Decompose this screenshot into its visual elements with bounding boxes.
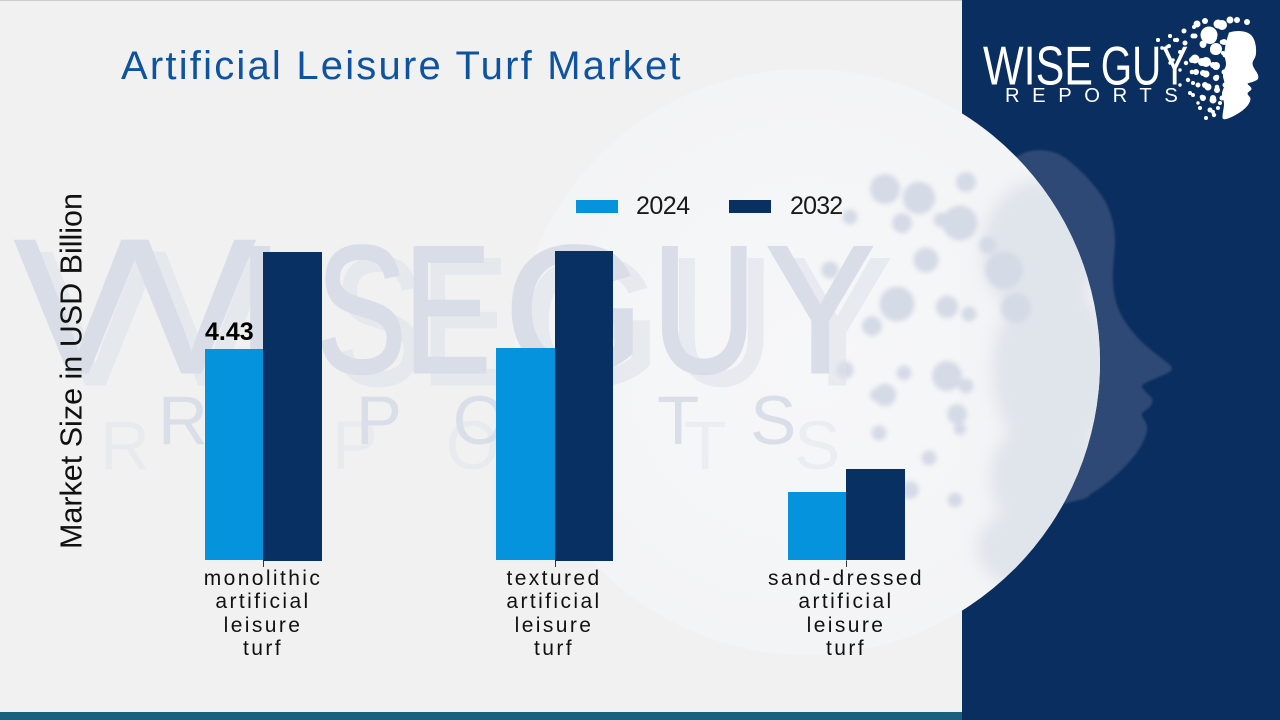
svg-text:V: V — [15, 201, 142, 413]
svg-text:Y: Y — [783, 221, 892, 423]
svg-text:E: E — [421, 221, 508, 423]
svg-text:GUY: GUY — [1101, 37, 1188, 97]
svg-text:S: S — [316, 208, 407, 411]
svg-text:E: E — [404, 209, 491, 411]
svg-text:U: U — [669, 221, 774, 423]
svg-text:S: S — [333, 220, 424, 423]
svg-text:U: U — [652, 209, 757, 411]
svg-text:WISE: WISE — [983, 37, 1093, 97]
svg-text:Y: Y — [766, 209, 875, 411]
svg-text:REPORTS: REPORTS — [1005, 85, 1190, 107]
svg-text:V: V — [32, 213, 159, 425]
